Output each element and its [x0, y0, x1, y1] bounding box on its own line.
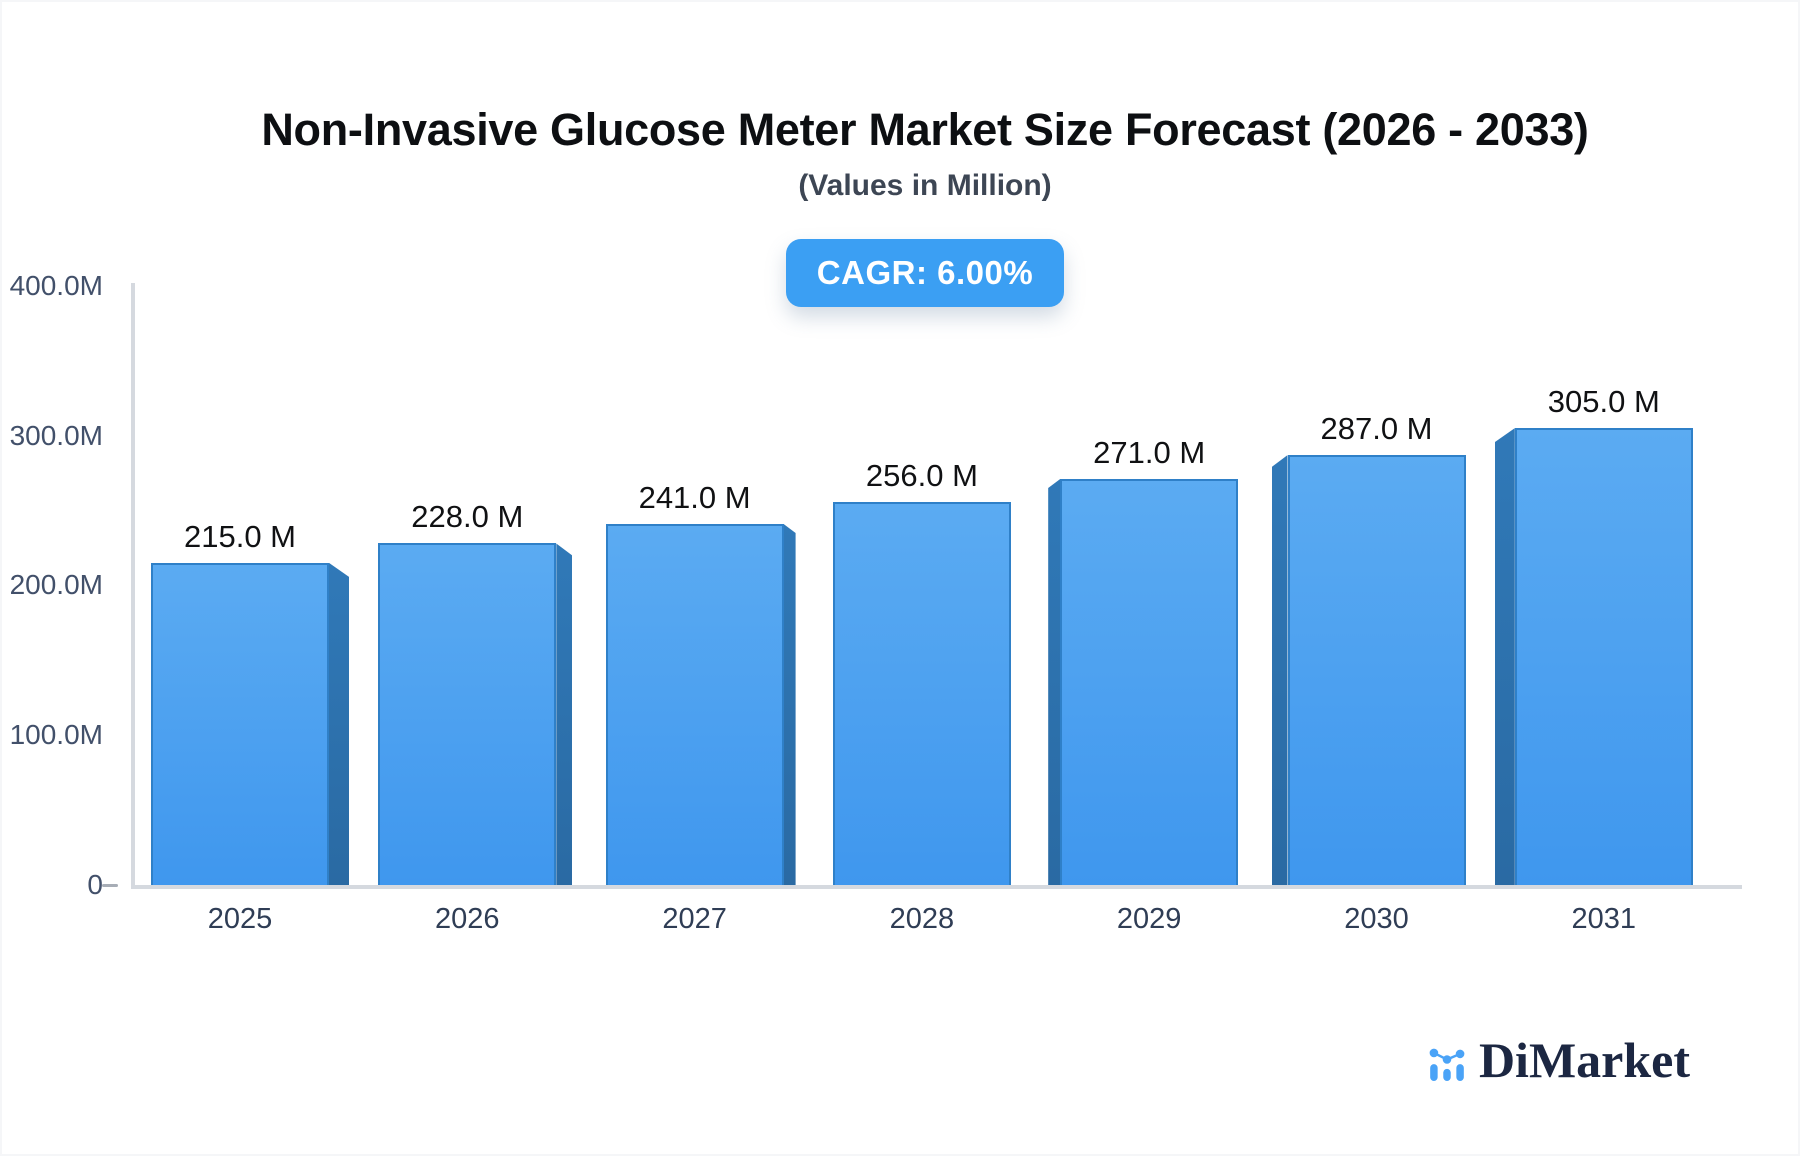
- y-axis-tick-label: 100.0M: [9, 719, 103, 751]
- bar-3d-side: [329, 562, 349, 885]
- x-axis-tick-label: 2025: [207, 903, 273, 935]
- bar-value-label: 228.0 M: [411, 499, 524, 535]
- y-axis-tick-label: 0: [87, 869, 103, 900]
- bar-line-chart-icon: [1429, 1048, 1465, 1081]
- bar-value-label: 256.0 M: [865, 457, 978, 493]
- bar-value-label: 271.0 M: [1093, 435, 1206, 471]
- x-axis-tick-label: 2031: [1571, 903, 1637, 935]
- bar-3d-side: [783, 523, 796, 885]
- bar: [1287, 455, 1466, 885]
- chart-title: Non-Invasive Glucose Meter Market Size F…: [261, 104, 1589, 155]
- bar-3d-side: [1271, 455, 1288, 885]
- bar: [832, 501, 1011, 885]
- y-axis-tick-label: 300.0M: [9, 419, 103, 451]
- bar-value-label: 215.0 M: [183, 518, 296, 554]
- cagr-badge-label: CAGR: 6.00%: [816, 254, 1034, 291]
- bar: [1514, 428, 1693, 885]
- y-axis-tick-label: 200.0M: [9, 569, 103, 601]
- bar-value-label: 305.0 M: [1547, 384, 1660, 420]
- brand-logo: DiMarket: [1428, 1032, 1690, 1088]
- bar-value-label: 287.0 M: [1320, 411, 1433, 447]
- bar: [605, 523, 784, 885]
- brand-name: DiMarket: [1478, 1032, 1690, 1088]
- bar: [378, 543, 557, 885]
- bar-3d-side: [556, 543, 573, 885]
- bar-3d-side: [1048, 479, 1061, 885]
- bar-3d-side: [1494, 428, 1515, 885]
- y-axis-line: [131, 283, 135, 889]
- bar: [151, 562, 329, 885]
- header: Non-Invasive Glucose Meter Market Size F…: [50, 104, 1800, 307]
- x-axis-tick-label: 2028: [889, 903, 955, 935]
- x-axis-tick-label: 2026: [435, 903, 500, 935]
- bar-value-label: 241.0 M: [638, 479, 751, 515]
- cagr-badge: CAGR: 6.00%: [785, 239, 1065, 307]
- x-axis-tick-label: 2027: [662, 903, 727, 935]
- zero-tick-mark: [102, 884, 118, 887]
- bar: [1060, 479, 1239, 885]
- x-axis-line: [131, 885, 1742, 889]
- x-axis-tick-label: 2029: [1116, 903, 1182, 935]
- y-axis-tick-label: 400.0M: [9, 269, 103, 301]
- chart-subtitle: (Values in Million): [798, 169, 1052, 202]
- x-axis-tick-label: 2030: [1344, 903, 1409, 935]
